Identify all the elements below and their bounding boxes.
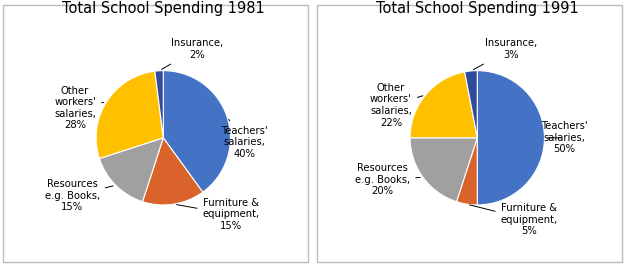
Wedge shape — [155, 71, 163, 138]
Text: Insurance,
2%: Insurance, 2% — [161, 38, 223, 69]
Wedge shape — [96, 71, 163, 158]
Text: Furniture &
equipment,
15%: Furniture & equipment, 15% — [176, 198, 259, 231]
Wedge shape — [477, 71, 544, 205]
Text: Resources
e.g. Books,
20%: Resources e.g. Books, 20% — [355, 163, 420, 196]
Text: Furniture &
equipment,
5%: Furniture & equipment, 5% — [470, 203, 558, 236]
Wedge shape — [410, 72, 477, 138]
Wedge shape — [143, 138, 203, 205]
Text: Teachers'
salaries,
40%: Teachers' salaries, 40% — [221, 119, 268, 159]
Wedge shape — [99, 138, 163, 202]
Wedge shape — [457, 138, 477, 205]
Text: Resources
e.g. Books,
15%: Resources e.g. Books, 15% — [45, 179, 113, 212]
Wedge shape — [410, 138, 477, 202]
Text: Other
workers'
salaries,
22%: Other workers' salaries, 22% — [370, 83, 423, 127]
Wedge shape — [163, 71, 230, 192]
Text: Insurance,
3%: Insurance, 3% — [474, 38, 537, 70]
Text: Teachers'
salaries,
50%: Teachers' salaries, 50% — [541, 121, 587, 154]
Title: Total School Spending 1981: Total School Spending 1981 — [62, 1, 264, 16]
Title: Total School Spending 1991: Total School Spending 1991 — [376, 1, 578, 16]
Text: Other
workers'
salaries,
28%: Other workers' salaries, 28% — [54, 86, 104, 130]
FancyBboxPatch shape — [3, 5, 308, 262]
Wedge shape — [465, 71, 477, 138]
FancyBboxPatch shape — [317, 5, 622, 262]
